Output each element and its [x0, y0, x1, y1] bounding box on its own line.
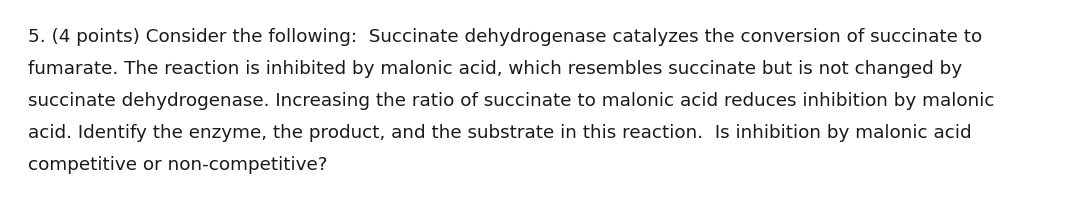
Text: acid. Identify the enzyme, the product, and the substrate in this reaction.  Is : acid. Identify the enzyme, the product, …: [28, 124, 972, 142]
Text: 5. (4 points) Consider the following:  Succinate dehydrogenase catalyzes the con: 5. (4 points) Consider the following: Su…: [28, 28, 982, 46]
Text: succinate dehydrogenase. Increasing the ratio of succinate to malonic acid reduc: succinate dehydrogenase. Increasing the …: [28, 92, 995, 110]
Text: fumarate. The reaction is inhibited by malonic acid, which resembles succinate b: fumarate. The reaction is inhibited by m…: [28, 60, 962, 78]
Text: competitive or non-competitive?: competitive or non-competitive?: [28, 156, 327, 174]
